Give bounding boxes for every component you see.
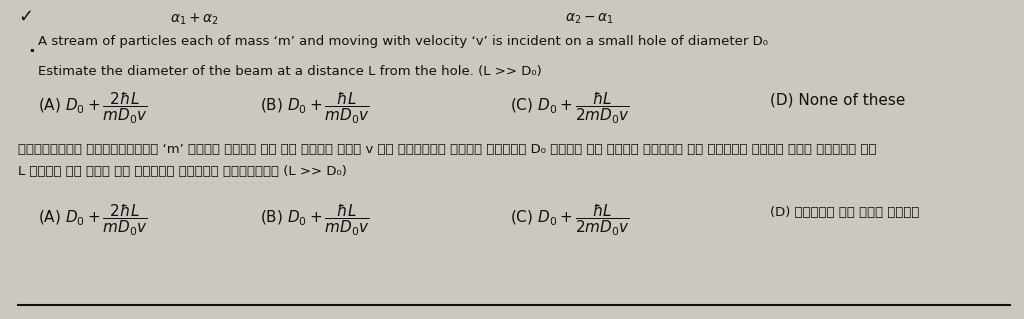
- Text: (D) इनमें से कोई नहीं: (D) इनमें से कोई नहीं: [770, 206, 920, 219]
- Text: L दूरी पर बीम का व्यास ज्ञात कीजिये। (L >> D₀): L दूरी पर बीम का व्यास ज्ञात कीजिये। (L …: [18, 165, 347, 178]
- Text: प्रत्येक द्रव्यमान ‘m’ वाले कणों की एक धारा वेग v से गतिशील होकर व्यास D₀ वाले ए: प्रत्येक द्रव्यमान ‘m’ वाले कणों की एक ध…: [18, 143, 877, 156]
- Text: (C) $D_0+\dfrac{\hbar L}{2mD_0v}$: (C) $D_0+\dfrac{\hbar L}{2mD_0v}$: [510, 202, 630, 238]
- Text: (D) None of these: (D) None of these: [770, 93, 905, 108]
- Text: (B) $D_0+\dfrac{\hbar L}{mD_0v}$: (B) $D_0+\dfrac{\hbar L}{mD_0v}$: [260, 90, 370, 126]
- Text: (A) $D_0+\dfrac{2\hbar L}{mD_0v}$: (A) $D_0+\dfrac{2\hbar L}{mD_0v}$: [38, 90, 147, 126]
- Text: Estimate the diameter of the beam at a distance L from the hole. (L >> D₀): Estimate the diameter of the beam at a d…: [38, 65, 542, 78]
- Text: $\alpha_1 + \alpha_2$: $\alpha_1 + \alpha_2$: [170, 12, 219, 27]
- Text: A stream of particles each of mass ‘m’ and moving with velocity ‘v’ is incident : A stream of particles each of mass ‘m’ a…: [38, 35, 768, 48]
- Text: .: .: [28, 38, 35, 56]
- Text: ✓: ✓: [18, 8, 33, 26]
- Text: (B) $D_0+\dfrac{\hbar L}{mD_0v}$: (B) $D_0+\dfrac{\hbar L}{mD_0v}$: [260, 202, 370, 238]
- Text: (A) $D_0+\dfrac{2\hbar L}{mD_0v}$: (A) $D_0+\dfrac{2\hbar L}{mD_0v}$: [38, 202, 147, 238]
- Text: $\alpha_2 - \alpha_1$: $\alpha_2 - \alpha_1$: [565, 12, 614, 26]
- Text: (C) $D_0+\dfrac{\hbar L}{2mD_0v}$: (C) $D_0+\dfrac{\hbar L}{2mD_0v}$: [510, 90, 630, 126]
